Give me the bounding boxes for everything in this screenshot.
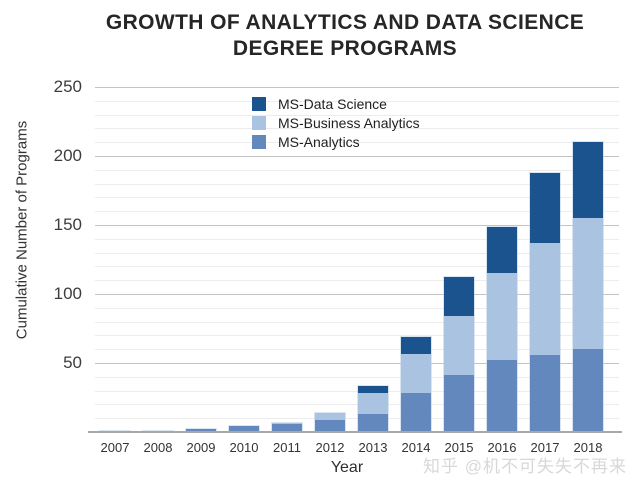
bar-segment-ms-data-science: [358, 386, 388, 393]
bar-2016: [487, 227, 517, 432]
minor-gridline: [95, 266, 619, 267]
legend-item-ms-business-analytics: MS-Business Analytics: [252, 113, 420, 132]
legend-item-ms-analytics: MS-Analytics: [252, 132, 420, 151]
legend-label-ms-analytics: MS-Analytics: [278, 133, 360, 150]
bar-segment-ms-analytics: [401, 393, 431, 432]
x-tick-label: 2017: [530, 440, 560, 455]
major-gridline: [95, 363, 619, 364]
bar-2017: [530, 173, 560, 432]
y-tick-label: 150: [53, 215, 82, 234]
x-axis-title: Year: [330, 459, 364, 476]
legend-swatch-ms-analytics: [252, 134, 266, 149]
y-axis-title: Cumulative Number of Programs: [13, 120, 31, 340]
bar-segment-ms-analytics: [573, 349, 603, 432]
major-gridline: [95, 156, 619, 157]
minor-gridline: [95, 115, 619, 116]
x-axis-line: [88, 431, 622, 433]
bar-segment-ms-business-analytics: [444, 316, 474, 375]
plot-area: MS-Data Science MS-Business Analytics MS…: [95, 87, 619, 432]
bar-segment-ms-analytics: [315, 420, 345, 432]
minor-gridline: [95, 349, 619, 350]
x-tick-label: 2018: [573, 440, 603, 455]
bar-segment-ms-data-science: [401, 337, 431, 354]
minor-gridline: [95, 101, 619, 102]
bar-segment-ms-analytics: [358, 414, 388, 432]
bar-segment-ms-analytics: [530, 355, 560, 432]
legend-label-ms-business-analytics: MS-Business Analytics: [278, 114, 420, 131]
x-tick-label: 2011: [273, 440, 301, 455]
legend-label-ms-data-science: MS-Data Science: [278, 95, 387, 112]
bar-segment-ms-analytics: [444, 375, 474, 432]
legend: MS-Data Science MS-Business Analytics MS…: [252, 94, 420, 151]
minor-gridline: [95, 253, 619, 254]
x-tick-label: 2009: [186, 440, 216, 455]
chart-title-line-1: GROWTH OF ANALYTICS AND DATA SCIENCE: [105, 11, 585, 34]
bar-2010: [229, 426, 259, 432]
legend-swatch-ms-data-science: [252, 96, 266, 111]
bar-segment-ms-business-analytics: [573, 218, 603, 349]
bar-2012: [315, 413, 345, 432]
minor-gridline: [95, 418, 619, 419]
major-gridline: [95, 294, 619, 295]
minor-gridline: [95, 184, 619, 185]
bar-segment-ms-analytics: [487, 360, 517, 432]
bar-segment-ms-data-science: [444, 277, 474, 316]
x-tick-label: 2012: [315, 440, 345, 455]
bar-segment-ms-business-analytics: [358, 393, 388, 414]
minor-gridline: [95, 142, 619, 143]
x-tick-label: 2016: [487, 440, 517, 455]
minor-gridline: [95, 391, 619, 392]
y-tick-label: 50: [63, 353, 82, 372]
minor-gridline: [95, 404, 619, 405]
minor-gridline: [95, 170, 619, 171]
major-gridline: [95, 87, 619, 88]
bar-segment-ms-business-analytics: [315, 413, 345, 420]
minor-gridline: [95, 239, 619, 240]
bar-segment-ms-business-analytics: [530, 243, 560, 355]
bar-segment-ms-business-analytics: [401, 354, 431, 393]
bar-segment-ms-data-science: [530, 173, 560, 243]
bar-2018: [573, 142, 603, 432]
x-tick-label: 2010: [229, 440, 259, 455]
minor-gridline: [95, 322, 619, 323]
x-tick-label: 2007: [100, 440, 130, 455]
major-gridline: [95, 225, 619, 226]
bar-segment-ms-business-analytics: [272, 423, 302, 424]
bar-segment-ms-analytics: [186, 429, 216, 432]
x-tick-label: 2014: [401, 440, 431, 455]
minor-gridline: [95, 211, 619, 212]
y-tick-label: 200: [53, 146, 82, 165]
bar-segment-ms-business-analytics: [487, 273, 517, 360]
minor-gridline: [95, 280, 619, 281]
minor-gridline: [95, 197, 619, 198]
minor-gridline: [95, 335, 619, 336]
y-tick-label: 250: [53, 77, 82, 96]
bar-2009: [186, 429, 216, 432]
minor-gridline: [95, 308, 619, 309]
bar-segment-ms-data-science: [487, 227, 517, 273]
bar-segment-ms-data-science: [573, 142, 603, 218]
x-tick-label: 2015: [444, 440, 474, 455]
bar-2014: [401, 337, 431, 432]
legend-swatch-ms-business-analytics: [252, 115, 266, 130]
legend-item-ms-data-science: MS-Data Science: [252, 94, 420, 113]
minor-gridline: [95, 128, 619, 129]
x-tick-label: 2013: [358, 440, 388, 455]
bar-2015: [444, 277, 474, 432]
chart-title-line-2: DEGREE PROGRAMS: [232, 37, 458, 60]
minor-gridline: [95, 377, 619, 378]
chart-title: GROWTH OF ANALYTICS AND DATA SCIENCE DEG…: [70, 10, 620, 62]
y-tick-label: 100: [53, 284, 82, 303]
bar-2013: [358, 386, 388, 432]
watermark: 知乎 @机不可失失不再来: [423, 457, 627, 476]
bar-2011: [272, 423, 302, 432]
x-tick-label: 2008: [143, 440, 173, 455]
bar-segment-ms-analytics: [272, 424, 302, 432]
bar-segment-ms-analytics: [229, 426, 259, 432]
